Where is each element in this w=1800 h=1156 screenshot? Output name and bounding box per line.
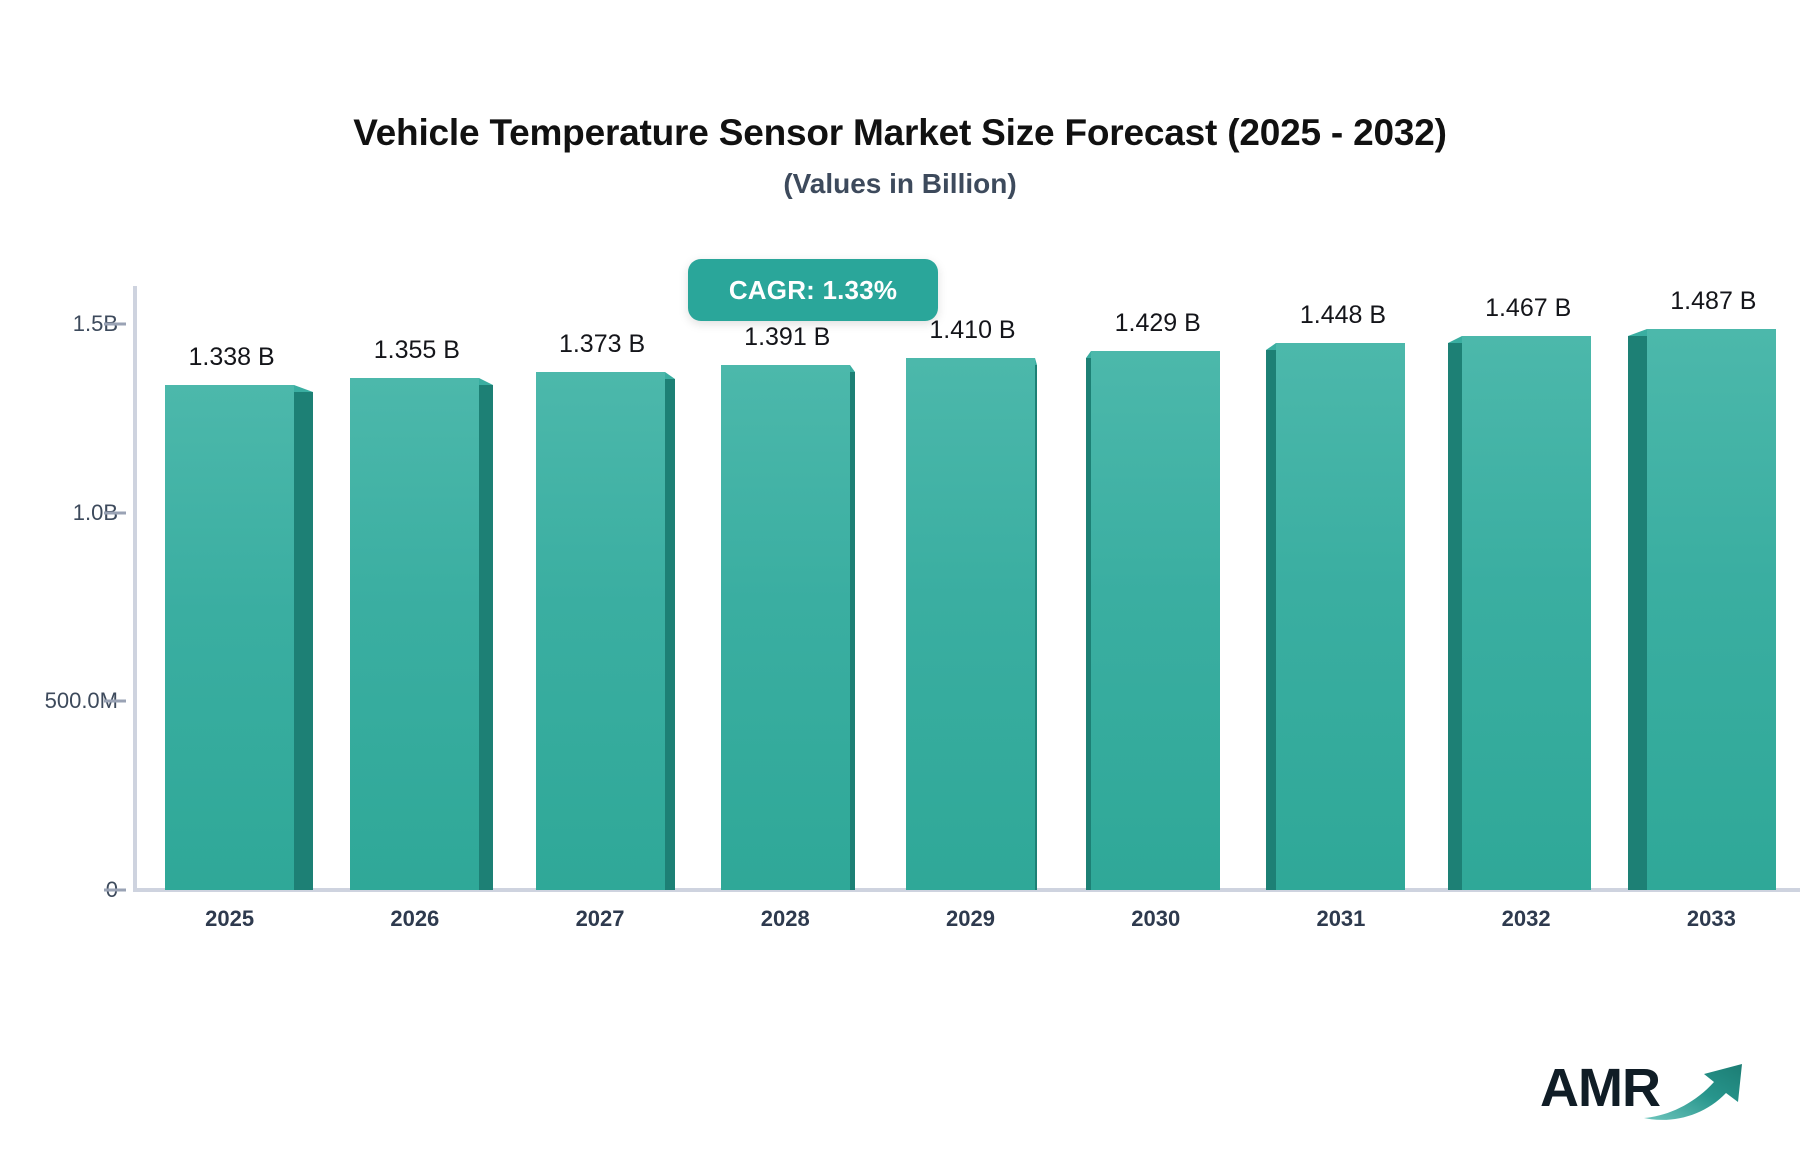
bar-2028[interactable] xyxy=(720,365,855,890)
x-axis-tick-label: 2029 xyxy=(946,906,995,931)
bar-value-label: 1.467 B xyxy=(1485,294,1572,322)
bar-side-face xyxy=(849,372,855,890)
bar-side-face xyxy=(1266,350,1277,890)
amr-logo: AMR xyxy=(1540,1048,1762,1128)
x-axis-tick-label: 2031 xyxy=(1316,906,1366,931)
x-axis-tick-label: 2026 xyxy=(390,906,440,931)
y-axis-tick-mark xyxy=(104,888,126,892)
y-axis-tick-mark xyxy=(104,511,126,514)
bar-top-bevel xyxy=(1627,329,1647,336)
bar-value-label: 1.338 B xyxy=(188,343,275,371)
bar-top-bevel xyxy=(849,365,855,372)
bar-side-face xyxy=(479,385,494,890)
cagr-badge: CAGR: 1.33% xyxy=(688,259,938,321)
bar-value-label: 1.391 B xyxy=(744,323,831,351)
x-axis-tick-label: 2030 xyxy=(1131,906,1181,931)
bar-front-face xyxy=(350,378,480,890)
bar-front-face xyxy=(165,385,295,890)
bar-front-face xyxy=(535,372,665,890)
bar-top-bevel xyxy=(294,385,314,392)
bar-side-face xyxy=(1035,365,1037,890)
bar-2025[interactable] xyxy=(165,385,314,890)
plot-area xyxy=(133,286,1800,890)
bar-side-face xyxy=(1627,336,1647,890)
bar-top-bevel xyxy=(479,378,494,385)
x-axis-tick-label: 2032 xyxy=(1501,906,1551,931)
bar-side-face xyxy=(664,379,675,890)
bar-2031[interactable] xyxy=(1266,343,1406,890)
bar-top-bevel xyxy=(1447,336,1462,343)
x-axis-tick-label: 2028 xyxy=(760,906,810,931)
bar-value-label: 1.487 B xyxy=(1670,287,1757,315)
amr-logo-text: AMR xyxy=(1540,1058,1661,1118)
bar-value-label: 1.448 B xyxy=(1299,301,1387,329)
chart-title: Vehicle Temperature Sensor Market Size F… xyxy=(353,112,1447,153)
bar-2032[interactable] xyxy=(1447,336,1591,890)
y-axis-tick-mark xyxy=(104,699,126,703)
bar-top-bevel xyxy=(1035,358,1037,365)
x-axis-tick-label: 2033 xyxy=(1686,906,1736,931)
x-axis-tick-label: 2025 xyxy=(205,906,255,931)
bar-front-face xyxy=(1646,329,1776,890)
trend-up-arrow-icon xyxy=(1644,1064,1742,1120)
bar-top-bevel xyxy=(1266,343,1277,350)
x-axis-line xyxy=(133,888,1800,892)
bar-2030[interactable] xyxy=(1086,351,1221,890)
y-axis-line xyxy=(133,286,137,892)
y-axis-tick-label: 1.5B xyxy=(72,310,118,336)
bar-side-face xyxy=(1447,343,1462,890)
bar-front-face xyxy=(720,365,850,890)
x-axis-tick-label: 2027 xyxy=(575,906,625,931)
bar-front-face xyxy=(906,358,1035,890)
chart-subtitle: (Values in Billion) xyxy=(783,168,1017,199)
bar-value-label: 1.373 B xyxy=(558,330,646,358)
bar-top-bevel xyxy=(664,372,675,379)
y-axis-tick-label: 500.0M xyxy=(44,688,118,714)
bar-front-face xyxy=(1091,351,1221,890)
y-axis-tick-label: 1.0B xyxy=(72,499,118,525)
bar-side-face xyxy=(294,392,314,890)
bar-value-label: 1.410 B xyxy=(929,316,1016,344)
bar-top-bevel xyxy=(1086,351,1092,358)
bar-side-face xyxy=(1086,358,1092,890)
bar-2033[interactable] xyxy=(1627,329,1776,890)
cagr-badge-label: CAGR: 1.33% xyxy=(728,274,898,305)
bar-front-face xyxy=(1461,336,1591,890)
y-axis-tick-mark xyxy=(104,322,126,326)
bar-2026[interactable] xyxy=(350,378,494,890)
bar-2029[interactable] xyxy=(906,358,1037,890)
bar-value-label: 1.355 B xyxy=(373,336,460,364)
bar-front-face xyxy=(1276,343,1406,890)
y-axis-tick-label: 0 xyxy=(0,877,118,903)
bar-2027[interactable] xyxy=(535,372,675,890)
bar-value-label: 1.429 B xyxy=(1114,309,1201,337)
